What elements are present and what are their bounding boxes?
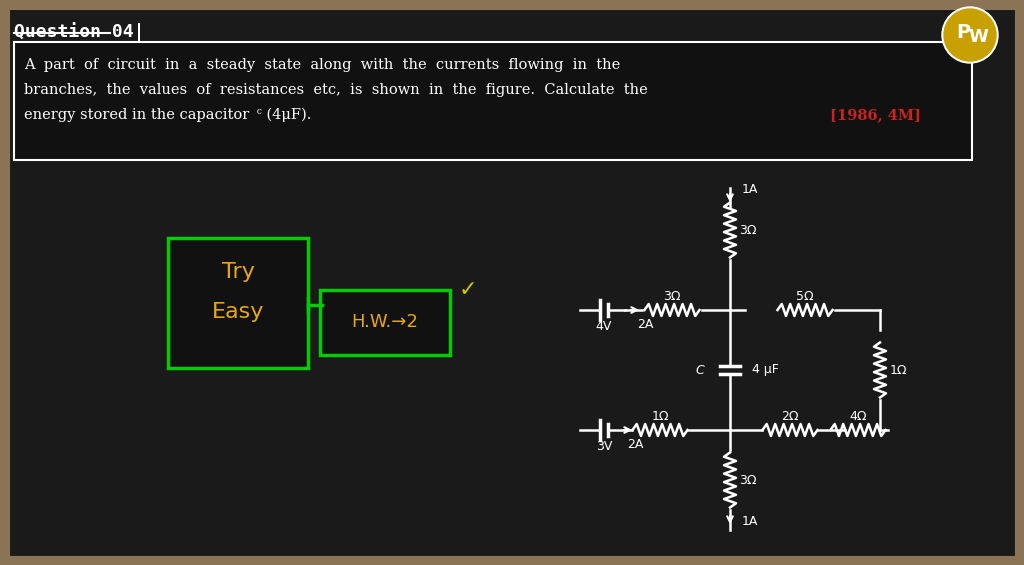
Text: 4Ω: 4Ω	[849, 411, 866, 424]
Text: 4 μF: 4 μF	[752, 363, 778, 376]
Text: P: P	[956, 24, 970, 42]
Circle shape	[944, 9, 996, 61]
Text: Try: Try	[221, 262, 254, 282]
Text: Question 04|: Question 04|	[14, 22, 144, 41]
Text: branches,  the  values  of  resistances  etc,  is  shown  in  the  figure.  Calc: branches, the values of resistances etc,…	[24, 83, 648, 97]
Text: 3Ω: 3Ω	[739, 224, 757, 237]
Text: [1986, 4M]: [1986, 4M]	[830, 108, 921, 122]
Text: A  part  of  circuit  in  a  steady  state  along  with  the  currents  flowing : A part of circuit in a steady state alon…	[24, 58, 621, 72]
FancyBboxPatch shape	[14, 42, 972, 160]
FancyBboxPatch shape	[4, 4, 1020, 561]
Text: 2A: 2A	[627, 438, 643, 451]
Text: 1A: 1A	[742, 183, 759, 196]
Text: 4V: 4V	[596, 319, 612, 332]
Text: 3Ω: 3Ω	[739, 473, 757, 486]
Text: Easy: Easy	[212, 302, 264, 322]
Text: W: W	[968, 28, 988, 46]
Text: 1Ω: 1Ω	[889, 363, 906, 376]
Text: 1A: 1A	[742, 515, 759, 528]
Circle shape	[942, 7, 998, 63]
Text: ✓: ✓	[459, 280, 477, 300]
Text: 2A: 2A	[637, 318, 653, 331]
Text: 5Ω: 5Ω	[797, 290, 814, 303]
Text: 3V: 3V	[596, 440, 612, 453]
Text: energy stored in the capacitor  ᶜ (4μF).: energy stored in the capacitor ᶜ (4μF).	[24, 108, 311, 123]
Text: C: C	[695, 363, 705, 376]
FancyBboxPatch shape	[319, 290, 450, 355]
Text: H.W.→2: H.W.→2	[351, 313, 419, 331]
Text: 2Ω: 2Ω	[781, 411, 799, 424]
Text: 3Ω: 3Ω	[664, 290, 681, 303]
FancyBboxPatch shape	[168, 238, 308, 368]
Text: 1Ω: 1Ω	[651, 411, 669, 424]
